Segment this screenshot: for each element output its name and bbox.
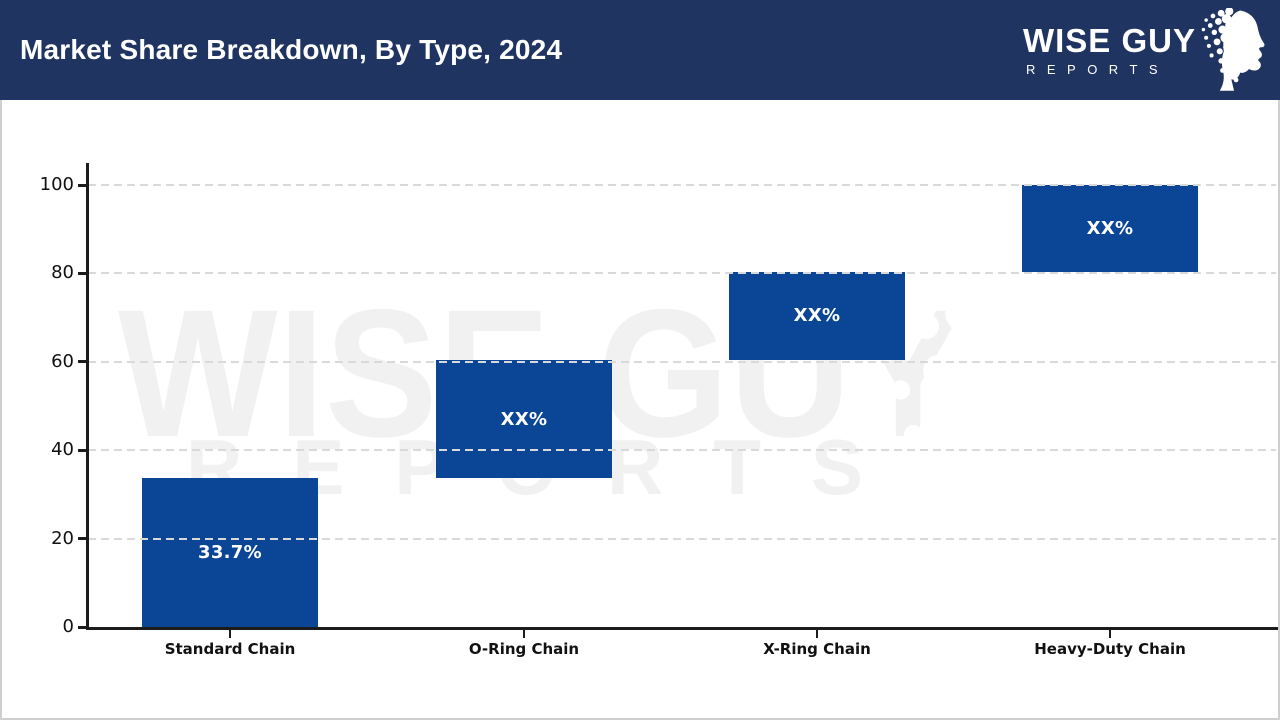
y-tick-label: 0 bbox=[62, 616, 74, 637]
bar-value-label: XX% bbox=[500, 408, 548, 430]
y-gridline bbox=[88, 360, 1276, 363]
y-gridline bbox=[88, 449, 1276, 452]
x-axis-line bbox=[86, 627, 1278, 630]
y-tick-label: 20 bbox=[51, 527, 74, 549]
logo-brand-sub: REPORTS bbox=[1025, 61, 1170, 77]
logo-brand-name: WISE GUY bbox=[1022, 21, 1196, 59]
y-tick-mark bbox=[78, 537, 86, 541]
dotted-head-logo-icon bbox=[1201, 8, 1265, 91]
market-share-bar: 33.7% bbox=[142, 478, 318, 627]
y-tick-label: 100 bbox=[39, 174, 74, 195]
y-gridline bbox=[88, 184, 1276, 186]
y-tick-label: 60 bbox=[51, 350, 74, 372]
market-share-bar: XX% bbox=[729, 271, 905, 361]
y-gridline bbox=[88, 272, 1276, 275]
x-category-label: Standard Chain bbox=[164, 640, 296, 658]
x-tick-mark bbox=[816, 630, 818, 638]
market-share-bar: XX% bbox=[436, 360, 612, 479]
y-tick-mark bbox=[78, 183, 86, 187]
y-gridline bbox=[88, 537, 1276, 540]
logo-text: WISE GUY REPORTS bbox=[1023, 24, 1196, 77]
y-tick-label: 40 bbox=[51, 439, 74, 461]
x-category-label: X-Ring Chain bbox=[763, 640, 871, 658]
x-tick-mark bbox=[523, 630, 525, 638]
y-tick-label: 80 bbox=[51, 262, 74, 284]
x-category-label: O-Ring Chain bbox=[468, 640, 580, 658]
x-tick-mark bbox=[229, 630, 231, 638]
market-share-bar: XX% bbox=[1022, 185, 1198, 272]
x-category-label: Heavy-Duty Chain bbox=[1034, 640, 1186, 658]
wise-guy-reports-logo: WISE GUY REPORTS bbox=[1023, 6, 1266, 94]
bar-value-label: 33.7% bbox=[198, 542, 262, 563]
y-tick-mark bbox=[78, 360, 86, 364]
bar-value-label: XX% bbox=[793, 305, 841, 327]
x-tick-mark bbox=[1109, 630, 1111, 638]
y-tick-mark bbox=[78, 271, 86, 275]
y-axis-line bbox=[86, 163, 89, 630]
bar-value-label: XX% bbox=[1086, 217, 1134, 239]
y-tick-mark bbox=[78, 448, 86, 452]
y-tick-mark bbox=[78, 625, 86, 629]
header-bar: Market Share Breakdown, By Type, 2024 WI… bbox=[0, 0, 1280, 100]
chart-title: Market Share Breakdown, By Type, 2024 bbox=[20, 34, 563, 65]
